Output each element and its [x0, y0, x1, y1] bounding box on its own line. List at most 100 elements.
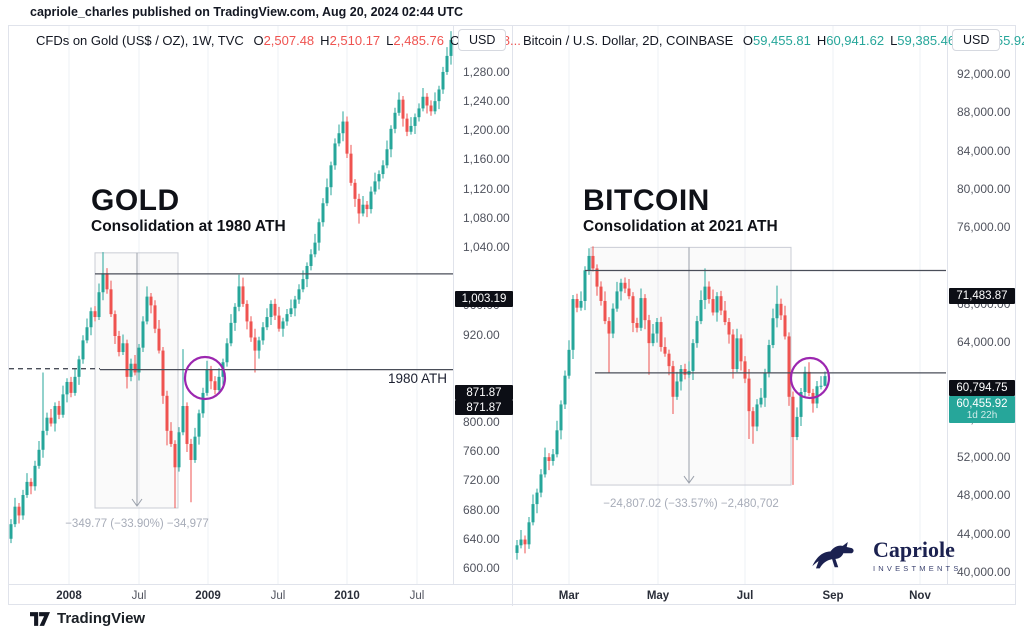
candle-body: [433, 101, 437, 112]
candle-body: [615, 291, 619, 309]
candle-body: [815, 386, 819, 404]
candle-body: [807, 371, 811, 393]
candle-body: [53, 406, 57, 424]
candle-body: [109, 289, 113, 315]
candle-body: [101, 273, 105, 293]
candle-body: [409, 125, 413, 132]
price-label-value: 871.87: [466, 386, 502, 399]
candle-body: [125, 343, 129, 377]
candle-body: [819, 385, 823, 387]
candle-body: [417, 108, 421, 118]
candle-body: [703, 286, 707, 301]
candle-body: [361, 204, 365, 214]
candle-body: [519, 539, 523, 546]
candle-body: [559, 404, 563, 431]
candle-body: [655, 322, 659, 334]
current-price-label: 60,455.92 1d 22h: [949, 396, 1015, 423]
candle-body: [321, 203, 325, 223]
candle-body: [635, 323, 639, 328]
candle-body: [161, 350, 165, 396]
footer-brand[interactable]: TradingView: [30, 610, 145, 627]
btc-symbol-label: Bitcoin / U.S. Dollar, 2D, COINBASE: [523, 33, 734, 48]
candle-body: [735, 338, 739, 370]
candle-body: [711, 299, 715, 313]
candle-body: [153, 305, 157, 329]
candle-body: [157, 328, 161, 351]
capriole-logo: Capriole INVESTMENTS: [809, 538, 962, 574]
btc-measure-label: −24,807.02 (−33.57%) −2,480,702: [603, 498, 779, 510]
candle-body: [305, 265, 309, 280]
capriole-wordmark: Capriole INVESTMENTS: [873, 539, 962, 574]
candle-body: [691, 343, 695, 371]
ohlc-value: O2,507.48: [253, 33, 315, 48]
candle-body: [233, 306, 237, 323]
candle-body: [663, 346, 667, 354]
candle-body: [381, 165, 385, 175]
ohlc-value: O59,455.81: [742, 33, 811, 48]
candle-body: [437, 89, 441, 102]
drawing-price-label: 71,483.87: [949, 288, 1015, 304]
panel-divider: [512, 26, 513, 606]
candle-body: [369, 191, 373, 210]
btc-subtitle: Consolidation at 2021 ATH: [583, 218, 778, 235]
candle-body: [209, 369, 213, 382]
candle-body: [627, 288, 631, 297]
btc-legend[interactable]: Bitcoin / U.S. Dollar, 2D, COINBASE O59,…: [523, 33, 1024, 48]
candle-body: [345, 121, 349, 154]
drawing-price-label: 871.87: [455, 400, 513, 415]
candlestick-canvas[interactable]: [9, 26, 1015, 604]
candle-body: [13, 506, 17, 525]
candle-body: [429, 105, 433, 112]
btc-currency-button[interactable]: USD: [952, 29, 1001, 51]
price-tick: 76,000.00: [957, 220, 1011, 235]
price-range-arrow-head: [683, 475, 695, 484]
candle-body: [33, 465, 37, 487]
candle-body: [631, 296, 635, 324]
time-tick: Jul: [131, 590, 147, 602]
candle-body: [37, 449, 41, 466]
candle-body: [197, 413, 201, 437]
candle-body: [145, 296, 149, 322]
btc-title: BITCOIN: [583, 184, 710, 217]
price-tick: 1,040.00: [463, 240, 510, 254]
candle-body: [293, 299, 297, 309]
candle-body: [185, 406, 189, 444]
candle-body: [225, 343, 229, 363]
price-tick: 48,000.00: [957, 488, 1011, 503]
candle-body: [579, 300, 583, 308]
candle-body: [173, 443, 177, 468]
candle-body: [583, 270, 587, 301]
price-tick: 1,120.00: [463, 181, 510, 196]
candle-body: [623, 282, 627, 289]
candle-body: [787, 336, 791, 397]
candle-body: [41, 430, 45, 450]
drawing-price-label: 871.87: [455, 385, 513, 400]
candle-body: [105, 273, 109, 290]
candle-body: [421, 96, 425, 109]
candle-body: [671, 366, 675, 397]
candle-body: [177, 432, 181, 468]
price-tick: 52,000.00: [957, 450, 1011, 465]
gold-symbol-label: CFDs on Gold (US$ / OZ), 1W, TVC: [36, 33, 244, 48]
time-tick: May: [646, 590, 670, 602]
gold-currency-button[interactable]: USD: [458, 29, 507, 51]
candle-body: [659, 322, 663, 347]
tradingview-label: TradingView: [57, 610, 146, 627]
time-tick: 2008: [56, 590, 82, 602]
candle-body: [353, 182, 357, 199]
candle-body: [273, 303, 277, 316]
candle-body: [449, 39, 453, 56]
gold-legend[interactable]: CFDs on Gold (US$ / OZ), 1W, TVC O2,507.…: [36, 33, 521, 48]
candle-body: [249, 321, 253, 338]
candle-body: [325, 187, 329, 204]
price-tick: 680.00: [463, 502, 500, 517]
price-tick: 600.00: [463, 560, 500, 575]
candle-body: [97, 292, 101, 318]
candle-body: [365, 204, 369, 210]
candle-body: [743, 361, 747, 379]
candle-body: [261, 327, 265, 341]
candle-body: [393, 112, 397, 129]
candle-body: [767, 345, 771, 373]
candle-body: [137, 347, 141, 373]
candle-body: [253, 337, 257, 351]
